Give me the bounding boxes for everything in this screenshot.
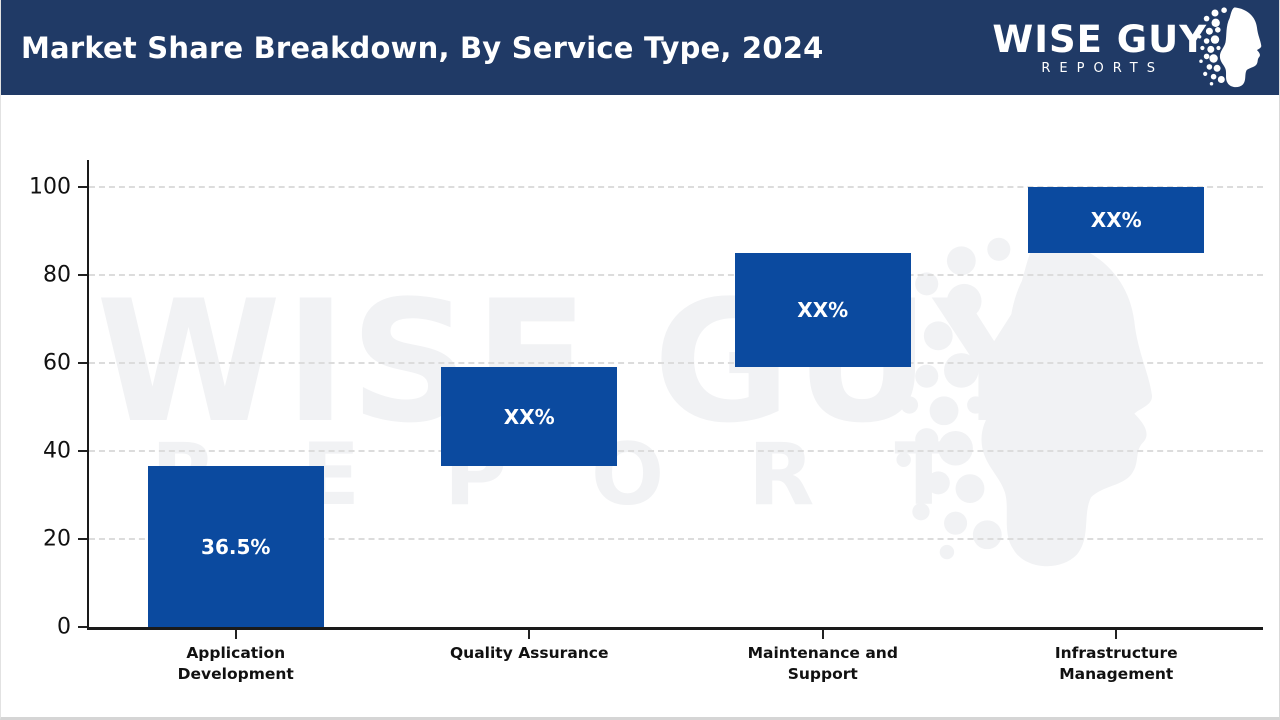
y-tick-label-60: 60 xyxy=(43,350,71,376)
brand-name: WISE GUY xyxy=(992,17,1207,61)
x-category-label-maintenance-and-support: Maintenance and Support xyxy=(747,644,898,683)
x-category-label-infrastructure-management: Infrastructure Management xyxy=(1054,644,1178,683)
gridline-100 xyxy=(89,186,1263,188)
x-tick-mark-maintenance-and-support xyxy=(821,630,824,639)
y-tick-mark-100 xyxy=(78,186,87,188)
gridline-40 xyxy=(89,450,1263,452)
y-tick-mark-40 xyxy=(78,450,87,452)
x-category-label-application-development: Application Development xyxy=(177,644,294,683)
header-bar: Market Share Breakdown, By Service Type,… xyxy=(1,0,1279,95)
y-tick-mark-80 xyxy=(78,274,87,276)
y-tick-label-0: 0 xyxy=(57,614,71,640)
brand-logo: WISE GUY REPORTS xyxy=(992,6,1279,90)
brand-subtitle: REPORTS xyxy=(1041,60,1164,76)
y-tick-mark-20 xyxy=(78,538,87,540)
y-tick-label-40: 40 xyxy=(43,438,71,464)
y-tick-mark-60 xyxy=(78,362,87,364)
x-tick-mark-quality-assurance xyxy=(528,630,531,639)
gridline-60 xyxy=(89,362,1263,364)
y-tick-label-80: 80 xyxy=(43,262,71,288)
x-tick-mark-application-development xyxy=(234,630,237,639)
gridline-20 xyxy=(89,538,1263,540)
page-title: Market Share Breakdown, By Service Type,… xyxy=(21,30,824,65)
bar-value-label: XX% xyxy=(503,404,555,429)
y-tick-mark-0 xyxy=(78,626,87,628)
y-tick-label-20: 20 xyxy=(43,526,71,552)
bar-application-development: 36.5% xyxy=(147,466,324,627)
x-category-label-quality-assurance: Quality Assurance xyxy=(449,644,609,662)
watermark-head-icon xyxy=(890,237,1153,567)
brand-wordmark: WISE GUY REPORTS xyxy=(992,21,1207,75)
bar-value-label: 36.5% xyxy=(201,534,271,559)
bar-maintenance-and-support: XX% xyxy=(734,253,911,368)
bar-infrastructure-management: XX% xyxy=(1028,187,1205,253)
x-axis-line xyxy=(89,627,1263,630)
bar-value-label: XX% xyxy=(1090,208,1142,232)
waterfall-chart: 0 20 40 60 80 100 36.5% Application Development… xyxy=(1,95,1280,717)
gridline-80 xyxy=(89,274,1263,276)
y-axis-line xyxy=(87,160,89,630)
bar-quality-assurance: XX% xyxy=(441,367,618,467)
x-tick-mark-infrastructure-management xyxy=(1115,630,1118,639)
y-tick-label-100: 100 xyxy=(29,174,71,200)
bar-value-label: XX% xyxy=(797,298,849,323)
